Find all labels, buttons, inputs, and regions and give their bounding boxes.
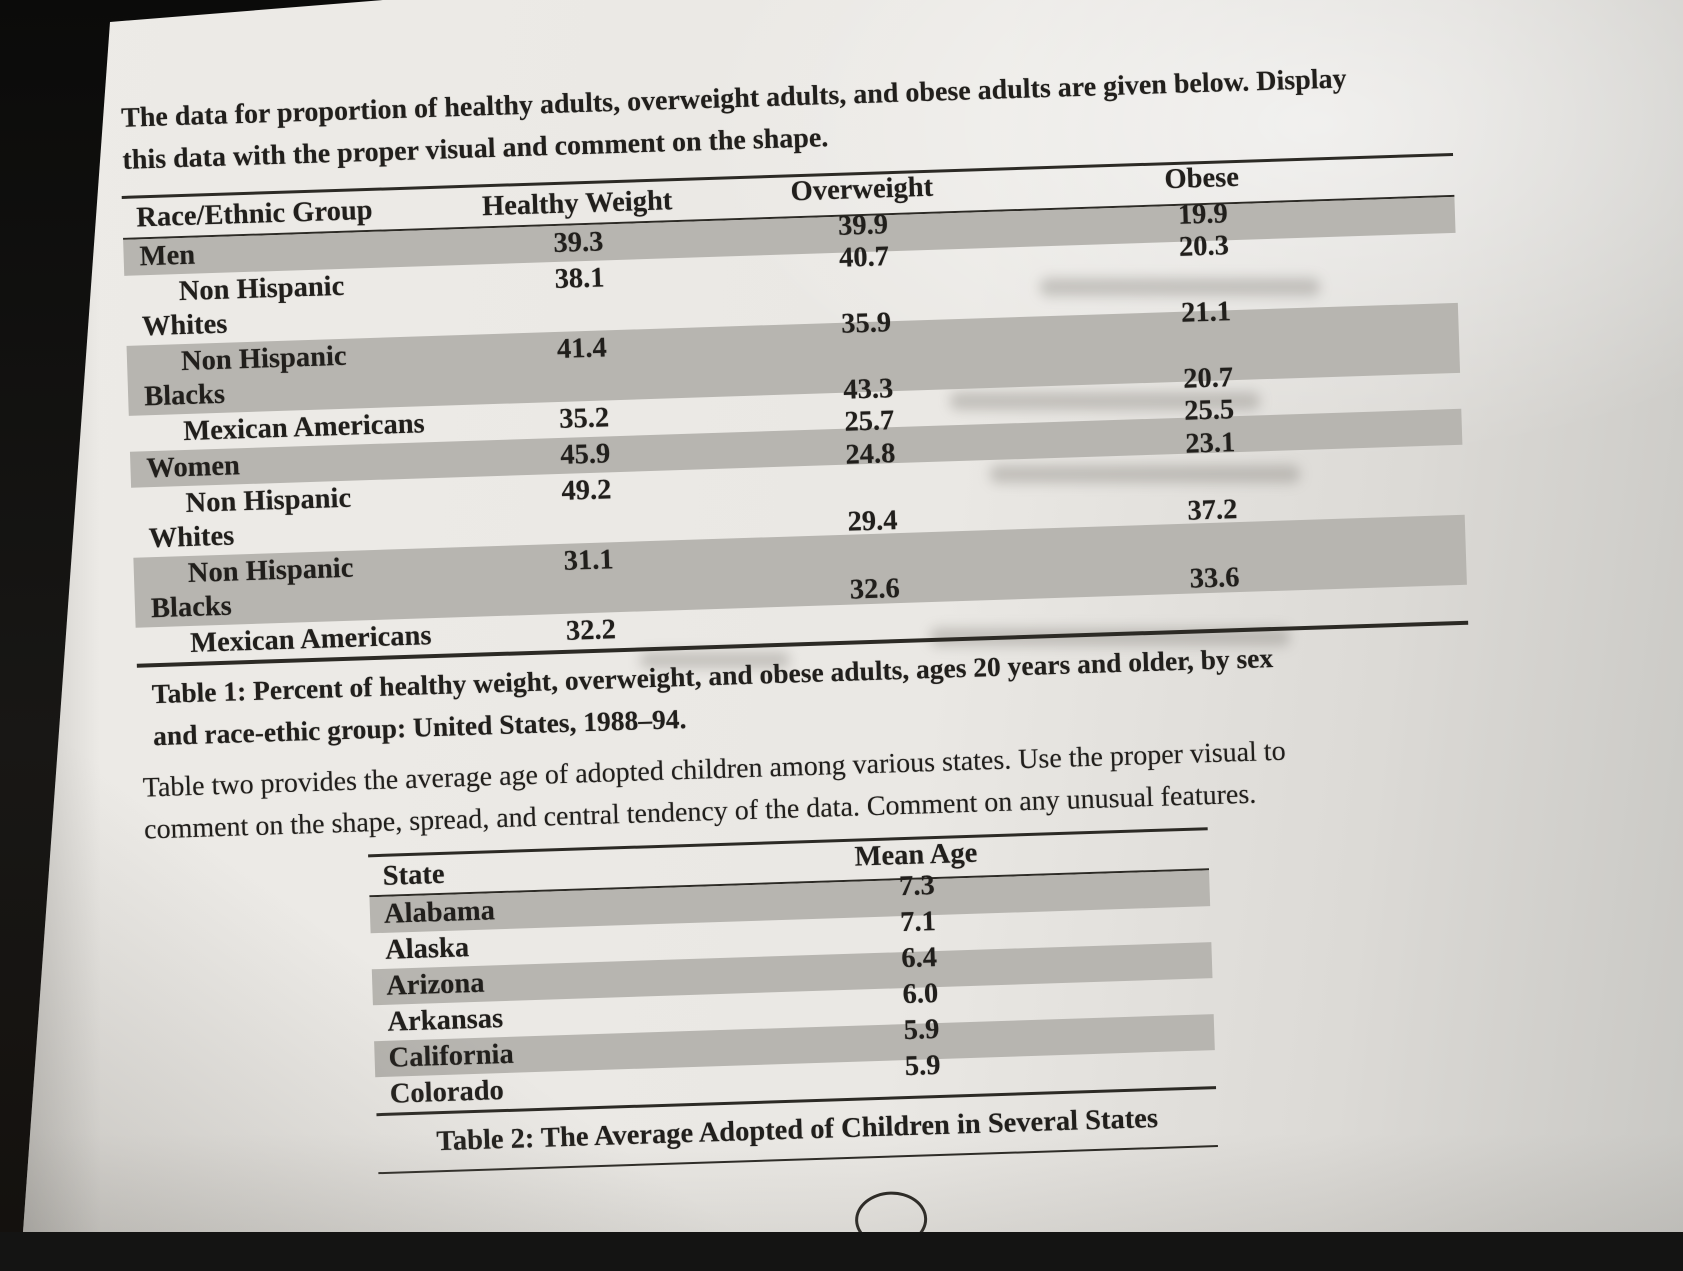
column-header-healthy-weight: Healthy Weight [462,184,693,225]
spacer-cell [1379,410,1462,447]
cell-obese: 23.1 [1040,421,1382,500]
cell-group: Non Hispanic Blacks [133,548,475,627]
cell-group: Non Hispanic Whites [131,478,473,557]
table-1: Race/Ethnic Group Healthy Weight Overwei… [122,153,1469,668]
cell-healthy-weight: 38.1 [464,258,696,333]
spacer-cell [1385,586,1468,623]
spacer-cell [1371,159,1454,196]
table-2: State Mean Age Alabama 7.3 Alaska 7.1 Ar… [368,827,1216,1116]
table-2-body: Alabama 7.3 Alaska 7.1 Arizona 6.4 Arkan… [369,870,1216,1113]
cell-group: Non Hispanic Whites [124,266,466,345]
column-header-race-ethnic-group: Race/Ethnic Group [122,191,463,236]
document-content: The data for proportion of healthy adult… [118,39,1488,1271]
spacer-cell [1376,304,1460,375]
cell-group: Non Hispanic Blacks [127,336,469,415]
cell-obese: 37.2 [1042,488,1384,567]
cell-healthy-weight: 32.2 [475,610,706,651]
spacer-cell [1372,198,1455,235]
cell-state: Colorado [375,1070,631,1112]
spacer-cell [1380,446,1464,517]
circled-page-mark [854,1190,928,1248]
spacer-cell [1383,516,1467,587]
cell-healthy-weight: 31.1 [473,540,705,615]
cell-healthy-weight: 41.4 [466,328,698,403]
spacer-cell [1378,374,1461,411]
cell-overweight: 29.4 [702,499,1044,578]
column-header-state: State [368,852,624,894]
table-1-body: Men 39.3 39.9 19.9 Non Hispanic Whites 3… [123,197,1468,664]
spacer-cell [1374,234,1458,305]
paper-sheet: The data for proportion of healthy adult… [0,0,1683,1232]
cell-healthy-weight: 49.2 [471,470,703,545]
cell-overweight: 24.8 [700,432,1042,511]
